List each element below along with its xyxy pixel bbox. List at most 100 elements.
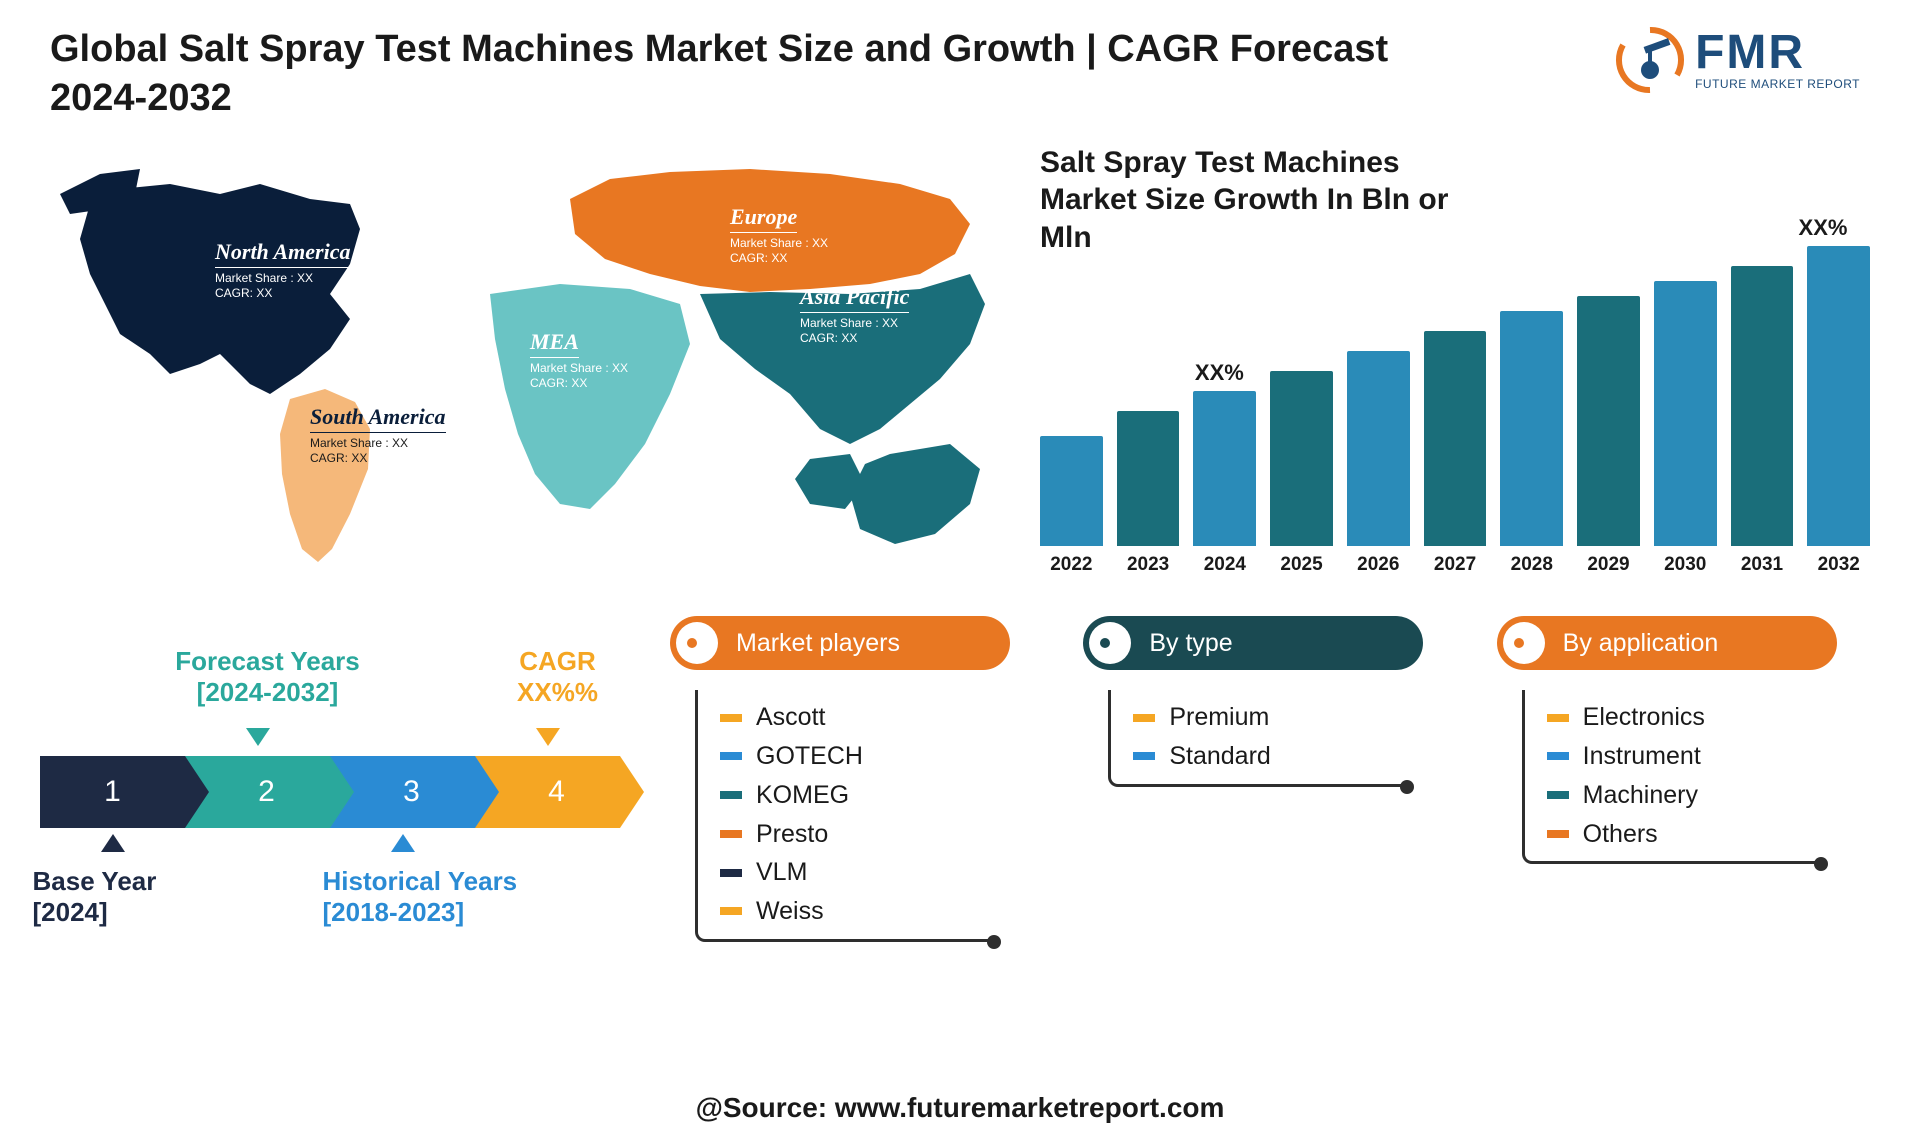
category-list: ElectronicsInstrumentMachineryOthers: [1522, 690, 1822, 864]
bar-rect: [1577, 296, 1640, 546]
bar-2022: 2022: [1040, 436, 1103, 576]
region-label-north_america: North America Market Share : XXCAGR: XX: [215, 239, 350, 302]
item-label: Machinery: [1583, 776, 1698, 815]
category-title: By type: [1149, 629, 1232, 658]
category-list: AscottGOTECHKOMEGPrestoVLMWeiss: [695, 690, 995, 942]
map-svg: [50, 144, 1000, 574]
region-name: Asia Pacific: [800, 284, 909, 313]
page-title: Global Salt Spray Test Machines Market S…: [50, 25, 1388, 124]
item-label: Weiss: [756, 892, 824, 931]
logo-text: FMR FUTURE MARKET REPORT: [1695, 29, 1860, 91]
list-item: Electronics: [1547, 698, 1822, 737]
bar-2031: 2031: [1731, 266, 1794, 576]
color-swatch-icon: [720, 830, 742, 838]
region-cagr: CAGR: XX: [215, 286, 350, 302]
bars-container: 2022202320242025202620272028202920302031…: [1040, 276, 1870, 576]
color-swatch-icon: [720, 907, 742, 915]
category-pill: Market players: [670, 616, 1010, 670]
bar-rect: [1193, 391, 1256, 546]
bar-rect: [1117, 411, 1180, 546]
bar-year-label: 2026: [1357, 554, 1399, 576]
item-label: Electronics: [1583, 698, 1705, 737]
bar-rect: [1807, 246, 1870, 546]
bar-annotation: XX%: [1195, 360, 1244, 386]
timeline: Base Year[2024]Forecast Years[2024-2032]…: [40, 616, 640, 956]
list-item: Premium: [1133, 698, 1408, 737]
world-map: North AmericaMarket Share : XXCAGR: XXSo…: [50, 144, 1000, 574]
list-item: Weiss: [720, 892, 995, 931]
bar-year-label: 2024: [1204, 554, 1246, 576]
color-swatch-icon: [720, 791, 742, 799]
list-item: KOMEG: [720, 776, 995, 815]
region-name: South America: [310, 404, 446, 433]
bar-2024: 2024: [1193, 391, 1256, 576]
pill-dot-icon: [1089, 622, 1131, 664]
timeline-label-1: Base Year[2024]: [33, 866, 273, 928]
region-mea: [490, 284, 690, 509]
region-name: Europe: [730, 204, 797, 233]
region-label-south_america: South AmericaMarket Share : XXCAGR: XX: [310, 404, 446, 467]
region-share: Market Share : XX: [530, 361, 628, 377]
color-swatch-icon: [720, 714, 742, 722]
logo-sub: FUTURE MARKET REPORT: [1695, 77, 1860, 91]
region-label-europe: EuropeMarket Share : XXCAGR: XX: [730, 204, 828, 267]
color-swatch-icon: [1547, 791, 1569, 799]
category-title: By application: [1563, 629, 1719, 658]
bar-rect: [1500, 311, 1563, 546]
category-market-players: Market players AscottGOTECHKOMEGPrestoVLM…: [670, 616, 1033, 942]
color-swatch-icon: [1547, 714, 1569, 722]
category-list: PremiumStandard: [1108, 690, 1408, 787]
item-label: Presto: [756, 815, 828, 854]
list-item: Others: [1547, 815, 1822, 854]
bar-year-label: 2027: [1434, 554, 1476, 576]
list-item: VLM: [720, 853, 995, 892]
item-label: VLM: [756, 853, 807, 892]
item-label: Standard: [1169, 737, 1270, 776]
bar-year-label: 2032: [1818, 554, 1860, 576]
color-swatch-icon: [1133, 714, 1155, 722]
bar-chart: Salt Spray Test Machines Market Size Gro…: [1040, 144, 1870, 577]
source-attribution: @Source: www.futuremarketreport.com: [0, 1092, 1920, 1124]
timeline-label-4: CAGRXX%%: [458, 646, 658, 708]
timeline-arrow-icon: [536, 728, 560, 746]
timeline-bar: 1234: [40, 756, 620, 828]
bar-year-label: 2028: [1511, 554, 1553, 576]
fmr-logo: FMR FUTURE MARKET REPORT: [1615, 25, 1860, 95]
item-label: Premium: [1169, 698, 1269, 737]
timeline-arrow-icon: [391, 834, 415, 852]
timeline-arrow-icon: [101, 834, 125, 852]
region-share: Market Share : XX: [215, 271, 350, 287]
header: Global Salt Spray Test Machines Market S…: [0, 0, 1920, 134]
item-label: Instrument: [1583, 737, 1701, 776]
telescope-icon: [1615, 25, 1685, 95]
category-title: Market players: [736, 629, 900, 658]
color-swatch-icon: [1547, 752, 1569, 760]
color-swatch-icon: [1547, 830, 1569, 838]
bar-2032: 2032: [1807, 246, 1870, 576]
logo-main: FMR: [1695, 29, 1860, 77]
region-name: MEA: [530, 329, 579, 358]
region-share: Market Share : XX: [800, 316, 909, 332]
timeline-seg-1: 1: [40, 756, 185, 828]
bar-rect: [1270, 371, 1333, 546]
timeline-label-3: Historical Years[2018-2023]: [323, 866, 563, 928]
lower-row: Base Year[2024]Forecast Years[2024-2032]…: [0, 576, 1920, 956]
region-cagr: CAGR: XX: [800, 331, 909, 347]
color-swatch-icon: [720, 752, 742, 760]
list-item: Instrument: [1547, 737, 1822, 776]
bar-rect: [1424, 331, 1487, 546]
item-label: Ascott: [756, 698, 825, 737]
bar-2025: 2025: [1270, 371, 1333, 576]
bar-rect: [1654, 281, 1717, 546]
bar-year-label: 2031: [1741, 554, 1783, 576]
color-swatch-icon: [1133, 752, 1155, 760]
list-item: Standard: [1133, 737, 1408, 776]
item-label: GOTECH: [756, 737, 863, 776]
chart-title: Salt Spray Test Machines Market Size Gro…: [1040, 144, 1500, 257]
region-name: North America: [215, 239, 350, 268]
item-label: KOMEG: [756, 776, 849, 815]
category-pill: By type: [1083, 616, 1423, 670]
bar-2030: 2030: [1654, 281, 1717, 576]
title-line2: 2024-2032: [50, 77, 232, 119]
mid-row: North AmericaMarket Share : XXCAGR: XXSo…: [0, 134, 1920, 577]
